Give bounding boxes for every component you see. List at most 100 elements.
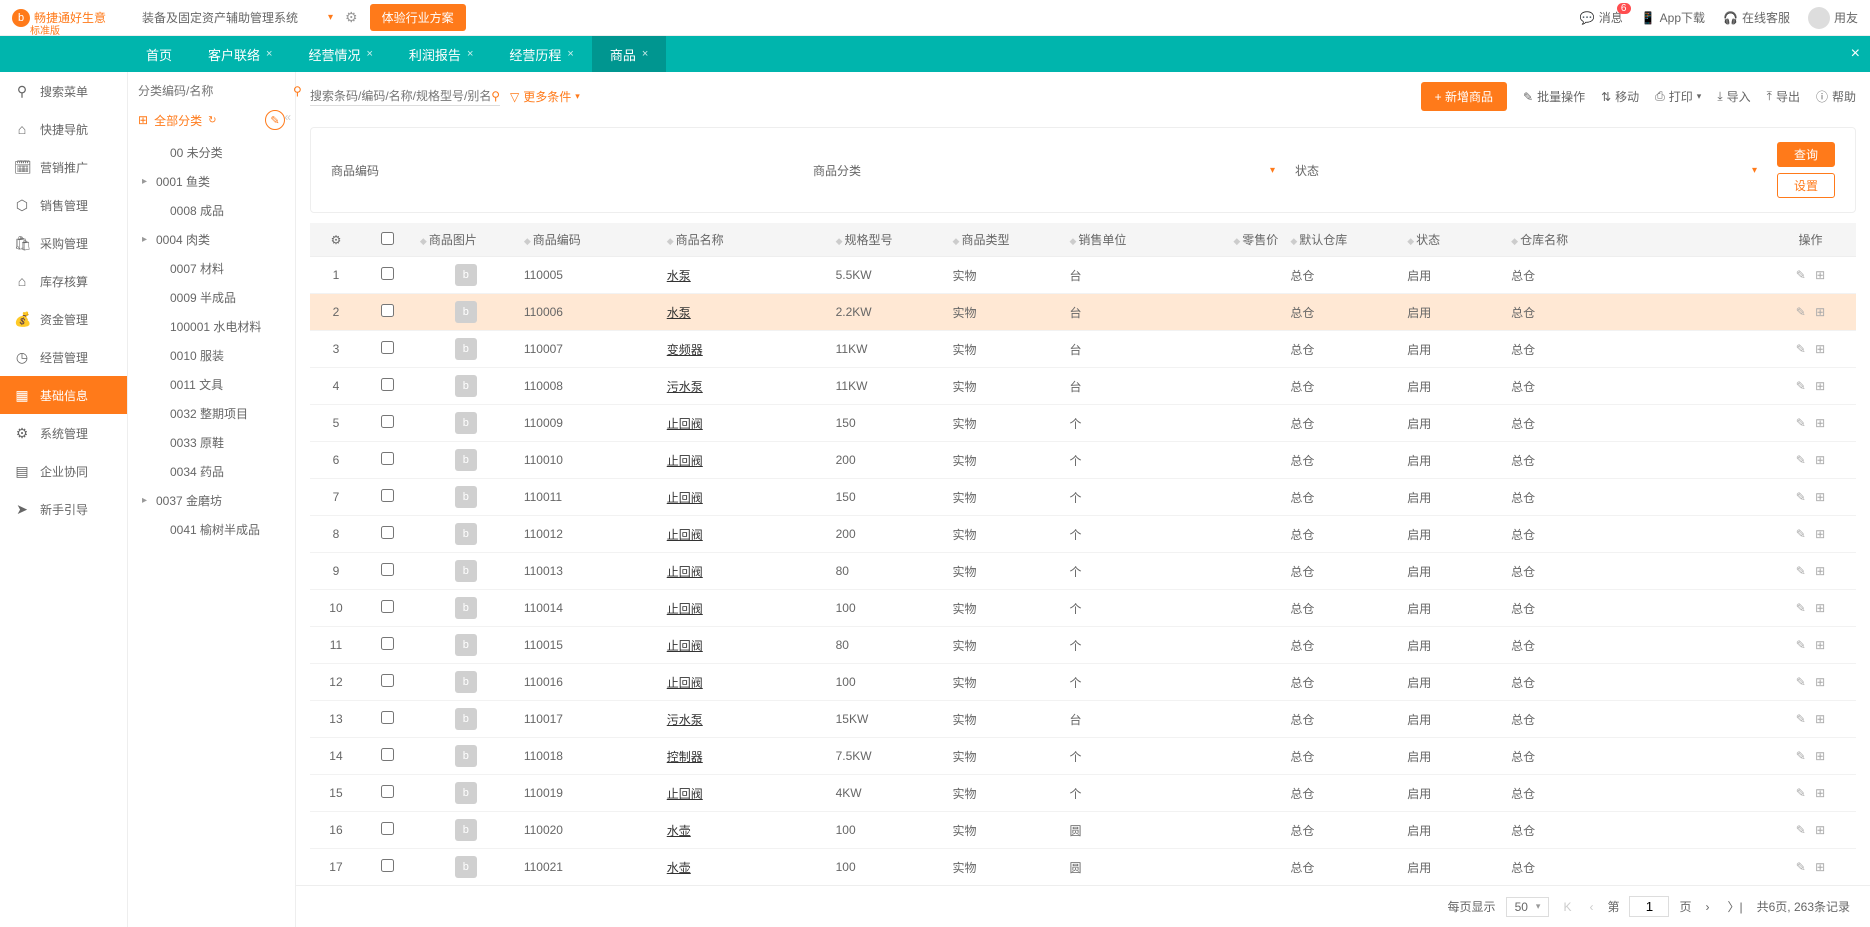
help-link[interactable]: ⓘ帮助: [1816, 88, 1856, 105]
more-row-icon[interactable]: ⊞: [1815, 749, 1825, 763]
category-item[interactable]: 0034 药品: [128, 457, 295, 486]
column-header[interactable]: ⚙: [310, 223, 362, 257]
row-checkbox[interactable]: [381, 526, 394, 539]
more-row-icon[interactable]: ⊞: [1815, 305, 1825, 319]
product-name-link[interactable]: 止回阀: [667, 528, 703, 542]
tab-经营情况[interactable]: 经营情况×: [290, 36, 390, 72]
edit-row-icon[interactable]: ✎: [1796, 416, 1806, 430]
category-item[interactable]: 100001 水电材料: [128, 312, 295, 341]
more-row-icon[interactable]: ⊞: [1815, 490, 1825, 504]
column-header[interactable]: ◆零售价: [1180, 223, 1284, 257]
table-row[interactable]: 3 b 110007 变频器 11KW 实物 台 总仓 启用 总仓 ✎ ⊞: [310, 331, 1856, 368]
edit-row-icon[interactable]: ✎: [1796, 601, 1806, 615]
product-image-thumb[interactable]: b: [455, 264, 477, 286]
table-row[interactable]: 4 b 110008 污水泵 11KW 实物 台 总仓 启用 总仓 ✎ ⊞: [310, 368, 1856, 405]
system-selector[interactable]: 装备及固定资产辅助管理系统 ▾: [142, 9, 333, 26]
product-name-link[interactable]: 污水泵: [667, 380, 703, 394]
expand-icon[interactable]: ▸: [142, 176, 152, 187]
product-image-thumb[interactable]: b: [455, 819, 477, 841]
column-header[interactable]: ◆默认仓库: [1284, 223, 1401, 257]
column-header[interactable]: 操作: [1765, 223, 1856, 257]
product-image-thumb[interactable]: b: [455, 856, 477, 878]
category-item[interactable]: 0010 服装: [128, 341, 295, 370]
edit-row-icon[interactable]: ✎: [1796, 860, 1806, 874]
row-checkbox[interactable]: [381, 785, 394, 798]
row-checkbox[interactable]: [381, 378, 394, 391]
category-edit-button[interactable]: ✎: [265, 110, 285, 130]
edit-row-icon[interactable]: ✎: [1796, 712, 1806, 726]
row-checkbox[interactable]: [381, 489, 394, 502]
product-name-link[interactable]: 变频器: [667, 343, 703, 357]
table-row[interactable]: 6 b 110010 止回阀 200 实物 个 总仓 启用 总仓 ✎ ⊞: [310, 442, 1856, 479]
sidebar-item-搜索菜单[interactable]: ⚲搜索菜单: [0, 72, 127, 110]
category-item[interactable]: 0033 原鞋: [128, 428, 295, 457]
filter-code-input[interactable]: [387, 162, 793, 178]
edit-row-icon[interactable]: ✎: [1796, 638, 1806, 652]
app-download-link[interactable]: 📱 App下载: [1641, 9, 1705, 26]
category-item[interactable]: 0011 文具: [128, 370, 295, 399]
close-icon[interactable]: ×: [266, 48, 272, 60]
table-row[interactable]: 2 b 110006 水泵 2.2KW 实物 台 总仓 启用 总仓 ✎ ⊞: [310, 294, 1856, 331]
sidebar-item-经营管理[interactable]: ◷经营管理: [0, 338, 127, 376]
category-item[interactable]: ▸0037 金磨坊: [128, 486, 295, 515]
more-row-icon[interactable]: ⊞: [1815, 268, 1825, 282]
edit-row-icon[interactable]: ✎: [1796, 490, 1806, 504]
product-image-thumb[interactable]: b: [455, 671, 477, 693]
product-name-link[interactable]: 水壶: [667, 824, 691, 838]
row-checkbox[interactable]: [381, 304, 394, 317]
filter-product-category[interactable]: 商品分类 ▾: [813, 162, 1275, 179]
more-row-icon[interactable]: ⊞: [1815, 416, 1825, 430]
next-page-button[interactable]: ›: [1702, 900, 1714, 914]
product-image-thumb[interactable]: b: [455, 449, 477, 471]
edit-row-icon[interactable]: ✎: [1796, 305, 1806, 319]
table-row[interactable]: 10 b 110014 止回阀 100 实物 个 总仓 启用 总仓 ✎ ⊞: [310, 590, 1856, 627]
print-link[interactable]: ⎙打印▾: [1655, 88, 1701, 105]
row-checkbox[interactable]: [381, 415, 394, 428]
table-row[interactable]: 12 b 110016 止回阀 100 实物 个 总仓 启用 总仓 ✎ ⊞: [310, 664, 1856, 701]
column-header[interactable]: ◆商品名称: [661, 223, 830, 257]
query-button[interactable]: 查询: [1777, 142, 1835, 167]
category-item[interactable]: ▸0004 肉类: [128, 225, 295, 254]
row-checkbox[interactable]: [381, 748, 394, 761]
edit-row-icon[interactable]: ✎: [1796, 453, 1806, 467]
category-item[interactable]: 0008 成品: [128, 196, 295, 225]
try-solution-button[interactable]: 体验行业方案: [370, 4, 466, 31]
sidebar-item-新手引导[interactable]: ➤新手引导: [0, 490, 127, 528]
export-link[interactable]: ⤒导出: [1767, 88, 1800, 105]
table-row[interactable]: 15 b 110019 止回阀 4KW 实物 个 总仓 启用 总仓 ✎ ⊞: [310, 775, 1856, 812]
prev-page-button[interactable]: ‹: [1585, 900, 1597, 914]
row-checkbox[interactable]: [381, 600, 394, 613]
more-row-icon[interactable]: ⊞: [1815, 786, 1825, 800]
product-name-link[interactable]: 止回阀: [667, 565, 703, 579]
close-icon[interactable]: ×: [467, 48, 473, 60]
sidebar-item-系统管理[interactable]: ⚙系统管理: [0, 414, 127, 452]
edit-row-icon[interactable]: ✎: [1796, 675, 1806, 689]
column-header[interactable]: ◆商品编码: [518, 223, 661, 257]
user-menu[interactable]: 用友: [1808, 7, 1858, 29]
column-header[interactable]: ◆规格型号: [830, 223, 947, 257]
table-row[interactable]: 5 b 110009 止回阀 150 实物 个 总仓 启用 总仓 ✎ ⊞: [310, 405, 1856, 442]
table-row[interactable]: 11 b 110015 止回阀 80 实物 个 总仓 启用 总仓 ✎ ⊞: [310, 627, 1856, 664]
expand-icon[interactable]: ▸: [142, 234, 152, 245]
product-name-link[interactable]: 止回阀: [667, 602, 703, 616]
product-image-thumb[interactable]: b: [455, 782, 477, 804]
last-page-button[interactable]: 〉|: [1724, 898, 1747, 915]
expand-icon[interactable]: ▸: [142, 495, 152, 506]
product-image-thumb[interactable]: b: [455, 523, 477, 545]
messages-link[interactable]: 💬 消息 6: [1580, 9, 1623, 26]
category-search-input[interactable]: [138, 84, 293, 98]
more-row-icon[interactable]: ⊞: [1815, 564, 1825, 578]
more-row-icon[interactable]: ⊞: [1815, 860, 1825, 874]
edit-row-icon[interactable]: ✎: [1796, 823, 1806, 837]
more-row-icon[interactable]: ⊞: [1815, 453, 1825, 467]
online-service-link[interactable]: 🎧 在线客服: [1723, 9, 1790, 26]
tab-客户联络[interactable]: 客户联络×: [190, 36, 290, 72]
page-size-select[interactable]: 50 ▾: [1506, 897, 1550, 917]
product-image-thumb[interactable]: b: [455, 486, 477, 508]
page-input[interactable]: [1629, 896, 1669, 917]
sidebar-item-采购管理[interactable]: 🛍采购管理: [0, 224, 127, 262]
column-header[interactable]: ◆商品图片: [414, 223, 518, 257]
collapse-panel-icon[interactable]: «: [284, 110, 291, 124]
table-row[interactable]: 14 b 110018 控制器 7.5KW 实物 个 总仓 启用 总仓 ✎ ⊞: [310, 738, 1856, 775]
row-checkbox[interactable]: [381, 674, 394, 687]
